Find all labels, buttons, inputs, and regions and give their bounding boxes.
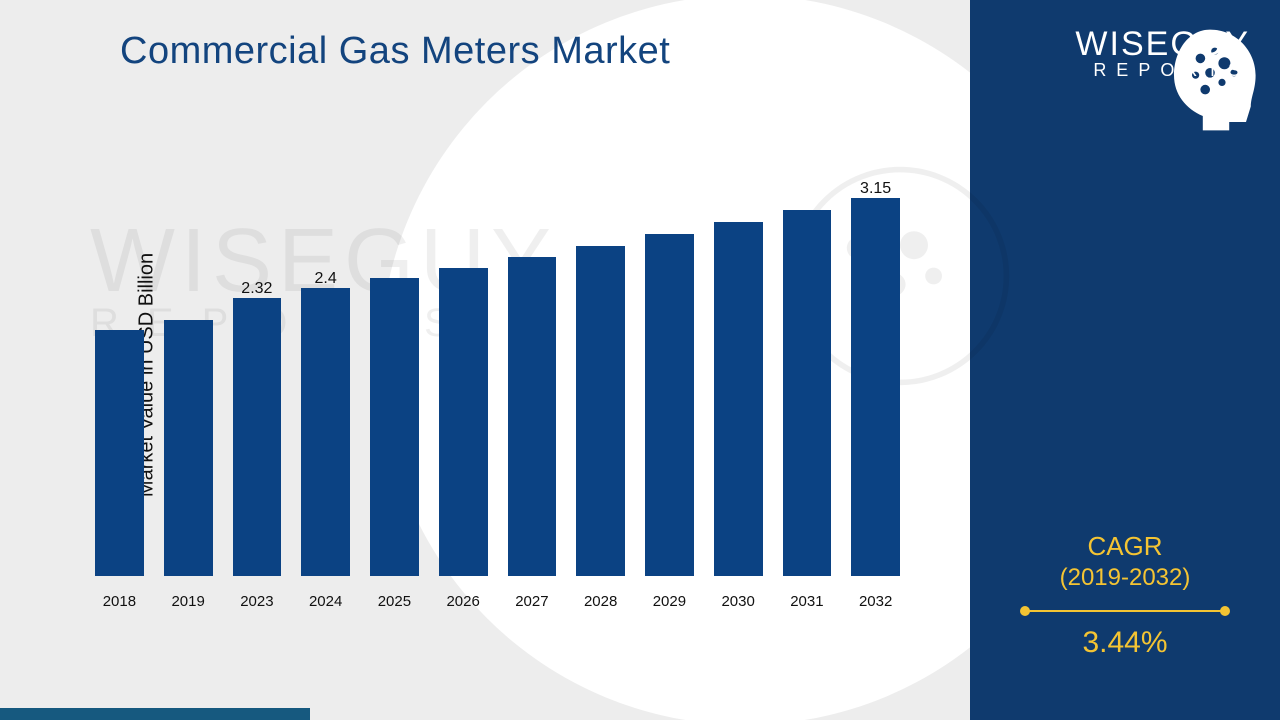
x-tick-label: 2029 [645, 593, 694, 610]
x-tick-label: 2031 [783, 593, 832, 610]
bar-2032: 3.15 [851, 198, 900, 576]
bar [714, 222, 763, 576]
bar-value-label: 2.4 [301, 270, 350, 288]
bar [508, 257, 557, 576]
bar [95, 330, 144, 576]
bar-value-label: 2.32 [233, 280, 282, 298]
bar [645, 234, 694, 576]
bar-2026 [439, 268, 488, 576]
bar-2031 [783, 210, 832, 576]
cagr-period: (2019-2032) [1010, 564, 1240, 592]
bar [233, 298, 282, 576]
bar-2024: 2.4 [301, 288, 350, 576]
cagr-value: 3.44% [1010, 626, 1240, 660]
bar-2023: 2.32 [233, 298, 282, 576]
bar [576, 246, 625, 576]
bar [164, 320, 213, 576]
bar-2027 [508, 257, 557, 576]
brand-name: WISEGUY [1075, 25, 1250, 64]
bar-2029 [645, 234, 694, 576]
brand-block: WISEGUY REPORTS [1075, 25, 1250, 81]
bar-2030 [714, 222, 763, 576]
bottom-strip [0, 708, 310, 720]
bars-container: 2.32 2.4 3.15 [95, 140, 900, 576]
x-tick-label: 2025 [370, 593, 419, 610]
brand-subtitle: REPORTS [1075, 60, 1250, 81]
x-tick-label: 2030 [714, 593, 763, 610]
x-tick-label: 2023 [233, 593, 282, 610]
chart-canvas: WISEGUYREPORTS Commercial Gas Meters Mar… [0, 0, 1280, 720]
bar-value-label: 3.15 [851, 180, 900, 198]
bar-2019 [164, 320, 213, 576]
cagr-divider [1025, 610, 1225, 612]
bar [439, 268, 488, 576]
bar [301, 288, 350, 576]
x-tick-label: 2028 [576, 593, 625, 610]
x-tick-label: 2032 [851, 593, 900, 610]
bar-2028 [576, 246, 625, 576]
x-tick-label: 2018 [95, 593, 144, 610]
x-axis-labels: 2018 2019 2023 2024 2025 2026 2027 2028 2029 2030… [95, 593, 900, 610]
bar [370, 278, 419, 576]
cagr-label: CAGR [1010, 531, 1240, 562]
bar [783, 210, 832, 576]
x-tick-label: 2027 [508, 593, 557, 610]
cagr-block: CAGR (2019-2032) 3.44% [1010, 531, 1240, 660]
bar [851, 198, 900, 576]
bar-2025 [370, 278, 419, 576]
x-tick-label: 2026 [439, 593, 488, 610]
chart-area: Market Value in USD Billion 2.322.43.15 … [60, 140, 900, 610]
bar-2018 [95, 330, 144, 576]
x-tick-label: 2019 [164, 593, 213, 610]
chart-title: Commercial Gas Meters Market [120, 30, 670, 73]
x-tick-label: 2024 [301, 593, 350, 610]
